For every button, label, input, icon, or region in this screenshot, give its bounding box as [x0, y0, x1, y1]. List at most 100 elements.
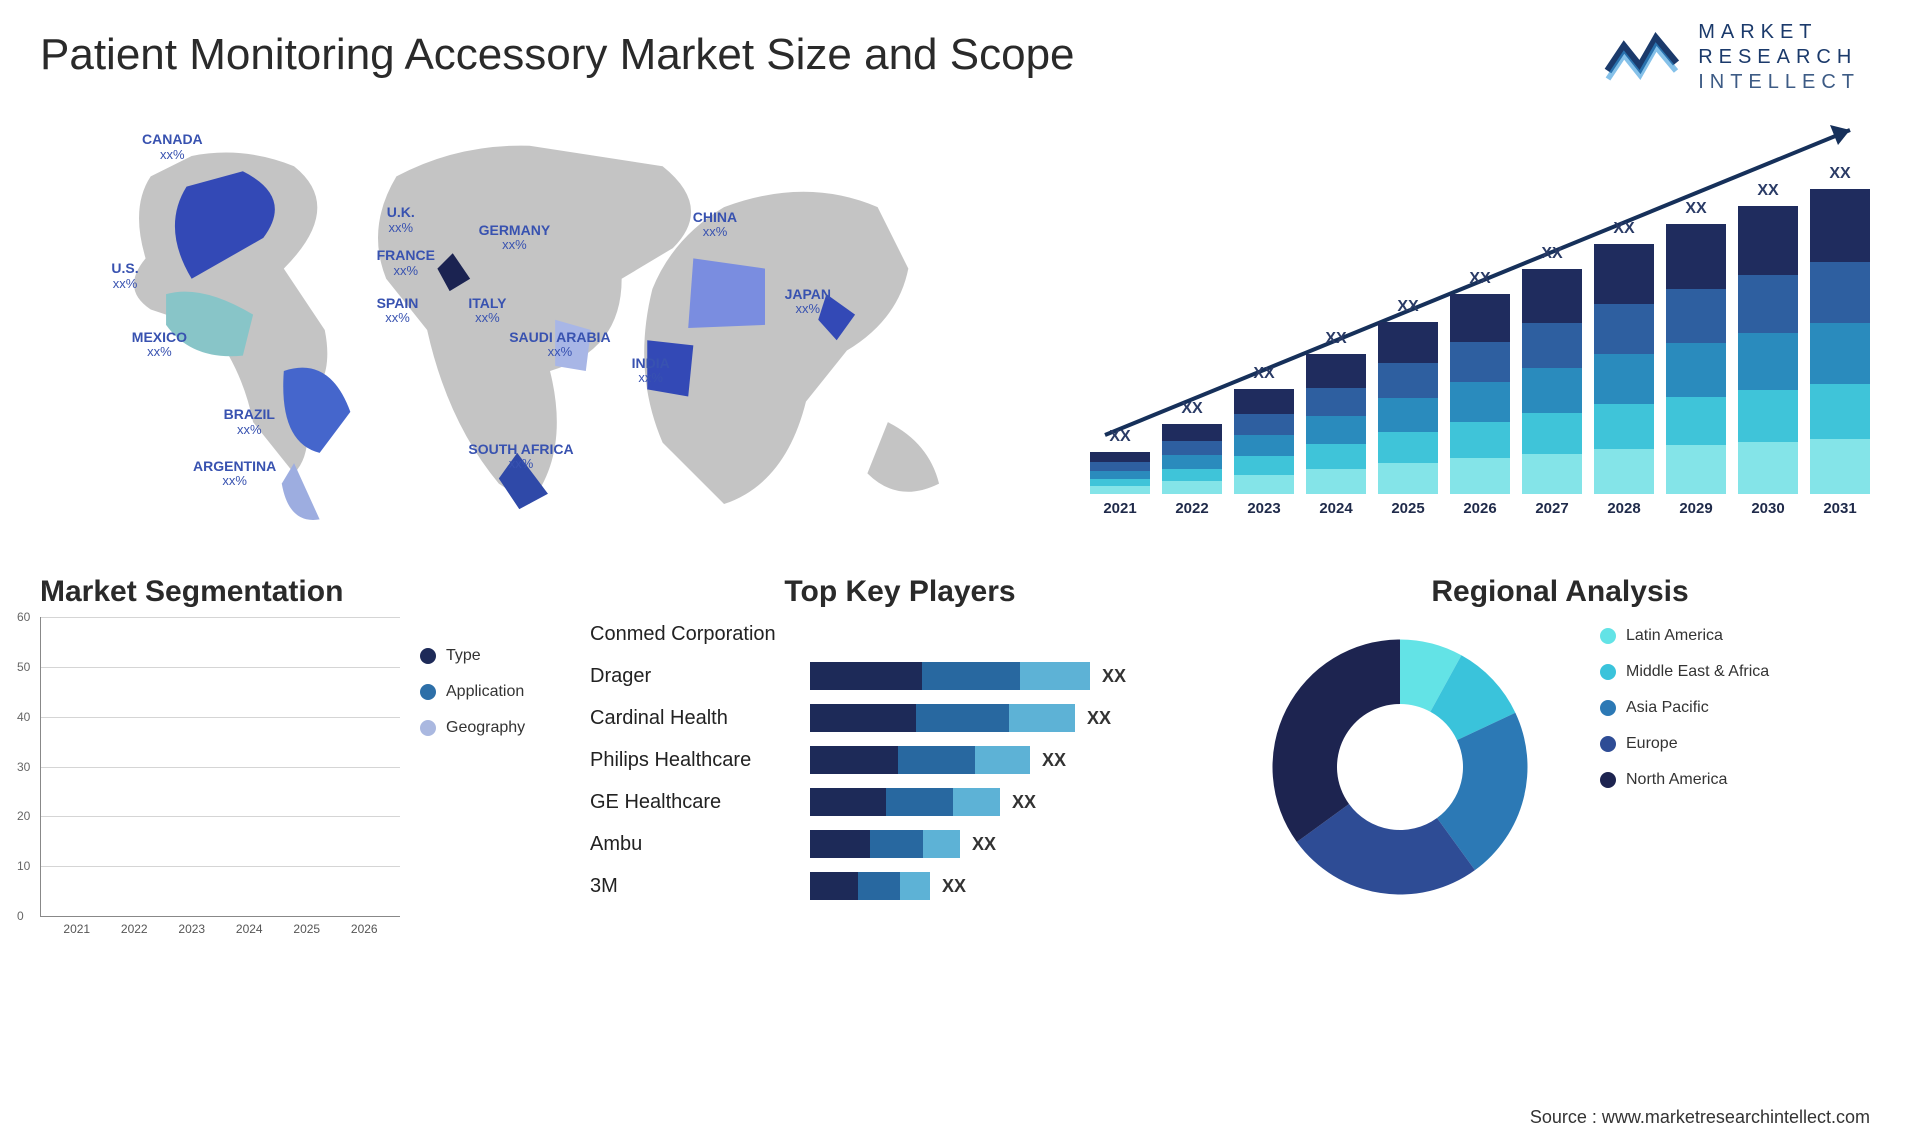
map-label: ARGENTINAxx%: [193, 459, 276, 489]
bar-year-label: 2021: [1103, 500, 1136, 517]
player-row: GE Healthcare XX: [590, 785, 1210, 819]
player-value: XX: [942, 876, 966, 897]
bar-year-label: 2026: [1463, 500, 1496, 517]
map-label: BRAZILxx%: [224, 407, 275, 437]
legend-item: Type: [420, 647, 560, 665]
player-row: 3M XX: [590, 869, 1210, 903]
forecast-bar: XX2024: [1306, 354, 1366, 517]
forecast-bar: XX2023: [1234, 389, 1294, 517]
bar-value-label: XX: [1253, 365, 1274, 383]
source-attribution: Source : www.marketresearchintellect.com: [1530, 1107, 1870, 1128]
forecast-bar: XX2025: [1378, 322, 1438, 517]
region-legend: Latin America Middle East & Africa Asia Pa…: [1580, 617, 1769, 807]
map-label: ITALYxx%: [468, 296, 506, 326]
bar-value-label: XX: [1757, 182, 1778, 200]
player-value: XX: [1102, 666, 1126, 687]
legend-item: Application: [420, 683, 560, 701]
forecast-bar: XX2029: [1666, 224, 1726, 517]
forecast-bar: XX2028: [1594, 244, 1654, 517]
bar-value-label: XX: [1469, 270, 1490, 288]
bar-year-label: 2022: [1175, 500, 1208, 517]
map-label: JAPANxx%: [785, 287, 831, 317]
logo-line2: RESEARCH: [1698, 45, 1860, 70]
legend-dot-icon: [1600, 664, 1616, 680]
players-title: Top Key Players: [590, 575, 1210, 609]
map-label: SOUTH AFRICAxx%: [468, 442, 573, 472]
bar-value-label: XX: [1109, 428, 1130, 446]
region-title: Regional Analysis: [1240, 575, 1880, 609]
bar-year-label: 2027: [1535, 500, 1568, 517]
donut-slice: [1273, 640, 1401, 842]
player-name: 3M: [590, 875, 810, 898]
bar-year-label: 2024: [1319, 500, 1352, 517]
player-value: XX: [1012, 792, 1036, 813]
legend-item: Geography: [420, 719, 560, 737]
forecast-bar: XX2030: [1738, 206, 1798, 517]
player-name: Drager: [590, 665, 810, 688]
map-label: U.S.xx%: [111, 261, 138, 291]
seg-chart: 0102030405060202120222023202420252026: [40, 617, 400, 917]
regional-analysis-panel: Regional Analysis Latin America Middle Ea…: [1240, 575, 1880, 955]
player-value: XX: [972, 834, 996, 855]
legend-item: North America: [1600, 771, 1769, 789]
bar-year-label: 2023: [1247, 500, 1280, 517]
logo-line3: INTELLECT: [1698, 70, 1860, 95]
map-label: U.K.xx%: [387, 205, 415, 235]
map-label: FRANCExx%: [377, 248, 435, 278]
legend-dot-icon: [420, 684, 436, 700]
top-row: CANADAxx% U.S.xx% MEXICOxx% BRAZILxx% ARGENT…: [40, 115, 1880, 545]
forecast-bar: XX2022: [1162, 424, 1222, 517]
map-label: MEXICOxx%: [132, 330, 187, 360]
bar-year-label: 2028: [1607, 500, 1640, 517]
forecast-bar: XX2021: [1090, 452, 1150, 517]
player-name: GE Healthcare: [590, 791, 810, 814]
bar-value-label: XX: [1181, 400, 1202, 418]
seg-legend: Type Application Geography: [400, 617, 560, 917]
bar-year-label: 2025: [1391, 500, 1424, 517]
bar-value-label: XX: [1685, 200, 1706, 218]
logo-text: MARKET RESEARCH INTELLECT: [1698, 20, 1860, 95]
bar-value-label: XX: [1397, 298, 1418, 316]
legend-item: Europe: [1600, 735, 1769, 753]
player-value: XX: [1087, 708, 1111, 729]
player-row: Ambu XX: [590, 827, 1210, 861]
bar-year-label: 2031: [1823, 500, 1856, 517]
player-row: Philips HealthcareXX: [590, 743, 1210, 777]
legend-dot-icon: [1600, 628, 1616, 644]
brand-logo: MARKET RESEARCH INTELLECT: [1604, 20, 1880, 95]
map-label: GERMANYxx%: [479, 223, 551, 253]
map-label: SAUDI ARABIAxx%: [509, 330, 610, 360]
legend-dot-icon: [1600, 736, 1616, 752]
map-label: INDIAxx%: [632, 356, 670, 386]
legend-dot-icon: [1600, 772, 1616, 788]
player-value: XX: [1042, 750, 1066, 771]
legend-dot-icon: [1600, 700, 1616, 716]
bar-value-label: XX: [1541, 245, 1562, 263]
legend-item: Middle East & Africa: [1600, 663, 1769, 681]
player-name: Cardinal Health: [590, 707, 810, 730]
forecast-bars-row: XX2021XX2022XX2023XX2024XX2025XX2026XX20…: [1090, 177, 1870, 517]
logo-line1: MARKET: [1698, 20, 1860, 45]
legend-dot-icon: [420, 720, 436, 736]
header: Patient Monitoring Accessory Market Size…: [40, 20, 1880, 95]
player-name: Ambu: [590, 833, 810, 856]
map-label: SPAINxx%: [377, 296, 419, 326]
player-row: Drager XX: [590, 659, 1210, 693]
player-row: Cardinal Health XX: [590, 701, 1210, 735]
forecast-bar: XX2031: [1810, 189, 1870, 517]
legend-dot-icon: [420, 648, 436, 664]
map-label: CHINAxx%: [693, 210, 737, 240]
legend-item: Asia Pacific: [1600, 699, 1769, 717]
bar-value-label: XX: [1829, 165, 1850, 183]
bar-year-label: 2030: [1751, 500, 1784, 517]
forecast-bar: XX2026: [1450, 294, 1510, 517]
bottom-row: Market Segmentation 01020304050602021202…: [40, 575, 1880, 955]
top-key-players-panel: Top Key Players Conmed Corporation Drage…: [590, 575, 1210, 955]
players-header-row: Conmed Corporation: [590, 617, 1210, 651]
world-map: CANADAxx% U.S.xx% MEXICOxx% BRAZILxx% ARGENT…: [40, 115, 1060, 545]
map-label: CANADAxx%: [142, 132, 203, 162]
forecast-bar-chart: XX2021XX2022XX2023XX2024XX2025XX2026XX20…: [1060, 115, 1880, 545]
logo-mark-icon: [1604, 25, 1684, 90]
legend-item: Latin America: [1600, 627, 1769, 645]
forecast-bar: XX2027: [1522, 269, 1582, 517]
